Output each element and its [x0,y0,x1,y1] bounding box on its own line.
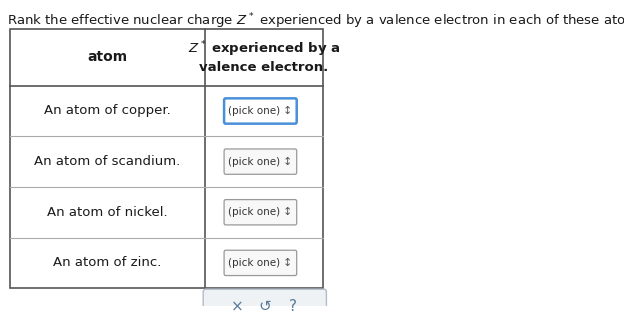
Text: ↺: ↺ [258,299,271,314]
Text: ↕: ↕ [283,207,293,217]
Text: ↕: ↕ [283,106,293,116]
Text: atom: atom [87,51,127,64]
Text: An atom of scandium.: An atom of scandium. [34,155,180,168]
FancyBboxPatch shape [224,149,296,174]
Text: ↕: ↕ [283,258,293,268]
Text: (pick one): (pick one) [228,207,281,217]
Text: ↕: ↕ [283,157,293,167]
Text: ?: ? [289,299,296,314]
Text: (pick one): (pick one) [228,106,281,116]
Text: An atom of zinc.: An atom of zinc. [53,257,162,269]
Text: Rank the effective nuclear charge $Z^*$ experienced by a valence electron in eac: Rank the effective nuclear charge $Z^*$ … [7,12,624,31]
Text: (pick one): (pick one) [228,157,281,167]
FancyBboxPatch shape [224,250,296,276]
FancyBboxPatch shape [203,289,326,314]
FancyBboxPatch shape [224,200,296,225]
Bar [9,29,323,288]
Text: valence electron.: valence electron. [200,61,329,74]
Text: $Z^*$ experienced by a: $Z^*$ experienced by a [188,40,340,59]
Text: (pick one): (pick one) [228,258,281,268]
Text: An atom of copper.: An atom of copper. [44,105,171,117]
FancyBboxPatch shape [224,98,296,124]
Text: An atom of nickel.: An atom of nickel. [47,206,168,219]
Text: ×: × [230,299,243,314]
